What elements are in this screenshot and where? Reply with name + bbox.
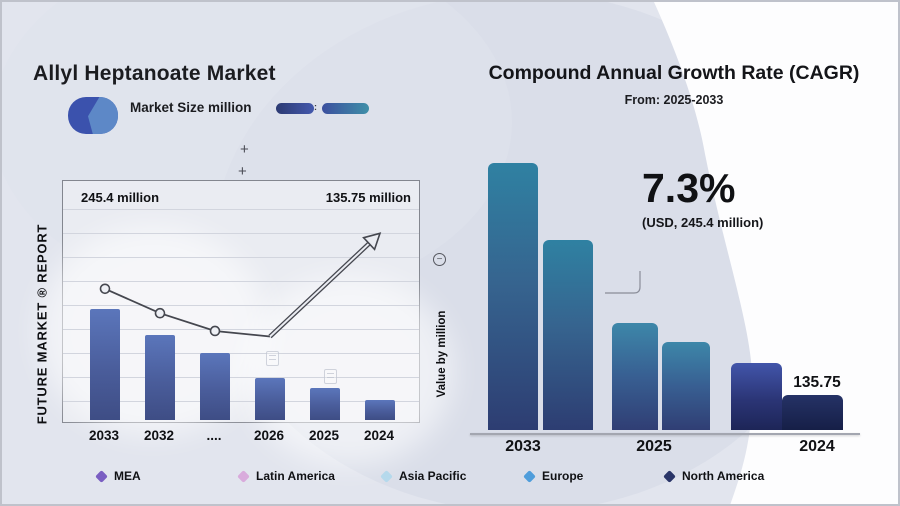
step-line-decoration — [605, 271, 641, 294]
legend-label: Europe — [542, 469, 584, 483]
trend-line-and-arrow — [99, 232, 382, 339]
cagr-x-label-2033: 2033 — [505, 438, 541, 455]
page-title: Allyl Heptanoate Market — [33, 62, 276, 85]
left-x-label-2033: 2033 — [88, 428, 120, 443]
left-chart-bar-2026 — [255, 377, 285, 420]
cagr-subtitle: From: 2025-2033 — [624, 93, 724, 107]
left-chart-watermark: FUTURE MARKET ® REPORT — [34, 223, 50, 425]
value-annotation-2024: 135.75 million — [325, 190, 411, 205]
legend-diamond-icon — [663, 469, 676, 483]
value-axis-label: Value by million — [436, 310, 448, 398]
legend-diamond-icon — [523, 469, 536, 483]
legend-item-asia-pacific: Asia Pacific — [380, 469, 467, 483]
left-chart-bar-2025 — [310, 387, 340, 420]
legend-diamond-icon — [95, 469, 108, 483]
minus-circle-icon: − — [433, 253, 446, 266]
market-size-chart-panel: 245.4 million 135.75 million — [38, 180, 454, 466]
legend-item-europe: Europe — [523, 469, 584, 483]
x-axis-baseline — [470, 433, 860, 435]
legend-item-latin-america: Latin America — [237, 469, 335, 483]
cagr-percentage: 7.3% — [642, 165, 736, 211]
cagr-bar-2033-bar-1 — [488, 163, 538, 430]
legend-item-north-america: North America — [663, 469, 765, 483]
market-size-pill-icon — [68, 97, 118, 134]
left-x-label-2025: 2025 — [308, 428, 340, 443]
cagr-x-label-2025: 2025 — [636, 438, 672, 455]
left-chart-bar-.... — [200, 353, 230, 420]
left-x-label-2032: 2032 — [143, 428, 175, 443]
ratio-pill-dark-icon — [276, 103, 314, 114]
legend-diamond-icon — [380, 469, 393, 483]
left-chart-bar-2033 — [90, 309, 120, 420]
legend-item-mea: MEA — [95, 469, 141, 483]
legend-label: Asia Pacific — [399, 469, 467, 483]
legend-diamond-icon — [237, 469, 250, 483]
document-watermark-icon — [324, 369, 337, 384]
left-x-label-....: .... — [206, 428, 222, 443]
left-chart-bar-2032 — [145, 334, 175, 420]
cagr-bar-2024-bar-2 — [782, 395, 843, 430]
legend-label: North America — [682, 469, 765, 483]
cagr-title: Compound Annual Growth Rate (CAGR) — [488, 62, 860, 84]
bar-value-label: 135.75 — [793, 374, 841, 391]
gridlines — [63, 209, 419, 405]
left-chart-x-axis: 2033 2032.... 2026 2025 2024 — [62, 428, 420, 444]
value-annotation-2033: 245.4 million — [81, 190, 160, 205]
cagr-bar-2025-bar-2 — [662, 341, 710, 430]
cagr-bar-2033-bar-2 — [543, 240, 593, 430]
left-chart-bar-2024 — [365, 400, 395, 420]
ratio-pill-teal-icon — [322, 103, 369, 114]
left-x-label-2026: 2026 — [253, 428, 285, 443]
pill-separator: : — [314, 102, 317, 112]
plus-icon: + — [238, 163, 247, 180]
market-size-label: Market Size million — [130, 100, 252, 115]
cagr-bar-2024-bar-1 — [731, 363, 782, 430]
left-x-label-2024: 2024 — [363, 428, 395, 443]
plus-icon: + — [240, 141, 249, 158]
cagr-bar-2025-bar-1 — [612, 323, 658, 430]
cagr-x-label-2024: 2024 — [799, 438, 835, 455]
legend-label: Latin America — [256, 469, 335, 483]
left-chart-bars — [63, 181, 421, 421]
document-watermark-icon — [266, 351, 279, 366]
cagr-detail: (USD, 245.4 million) — [642, 215, 764, 230]
legend-label: MEA — [114, 469, 141, 483]
